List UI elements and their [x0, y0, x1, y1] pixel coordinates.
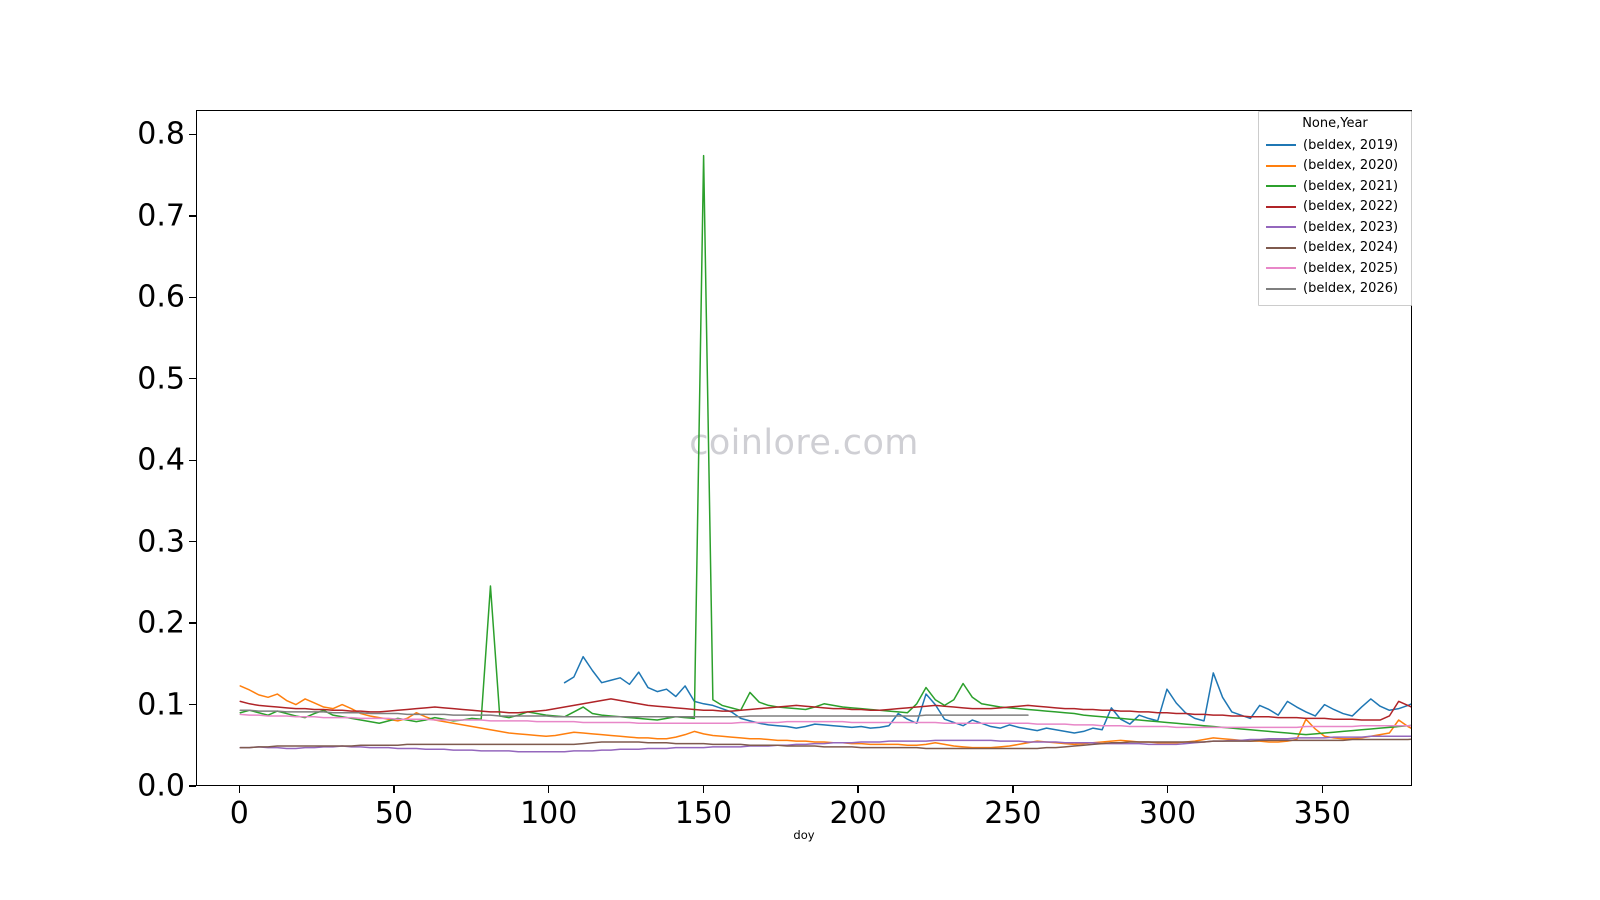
coinlore-watermark: coinlore.com: [689, 423, 919, 463]
x-tick-label: 200: [829, 796, 887, 831]
legend-entry[interactable]: (beldex, 2021): [1266, 176, 1404, 197]
x-tick-label: 300: [1138, 796, 1197, 831]
legend-label: (beldex, 2022): [1303, 199, 1399, 215]
legend-color-swatch: [1266, 267, 1296, 270]
legend-color-swatch: [1266, 185, 1296, 188]
series-line: [240, 735, 1411, 755]
y-tick-label: 0.0: [137, 768, 185, 804]
x-tick-mark: [548, 786, 550, 793]
y-tick-label: 0.1: [137, 687, 185, 723]
legend-label: (beldex, 2023): [1303, 219, 1399, 235]
x-tick-mark: [393, 786, 395, 793]
y-tick-label: 0.3: [137, 524, 185, 560]
legend-color-swatch: [1266, 164, 1296, 167]
x-tick-label: 350: [1293, 796, 1351, 831]
series-line: [240, 699, 1411, 748]
y-tick-mark: [189, 622, 196, 624]
y-tick-mark: [189, 703, 196, 706]
legend-label: (beldex, 2026): [1303, 281, 1399, 297]
x-tick-mark: [857, 786, 859, 793]
series-line: [240, 710, 1028, 717]
series-line: [240, 156, 1411, 735]
x-tick-mark: [1321, 786, 1323, 793]
legend-entry[interactable]: (beldex, 2019): [1266, 135, 1404, 156]
y-tick-label: 0.8: [137, 116, 185, 152]
legend-color-swatch: [1266, 287, 1296, 290]
legend-entry[interactable]: (beldex, 2025): [1266, 258, 1404, 279]
x-tick-label: 100: [520, 796, 578, 831]
plot-area: [196, 110, 1412, 786]
legend-entry[interactable]: (beldex, 2022): [1266, 196, 1404, 217]
x-tick-label: 150: [674, 796, 733, 831]
legend-label: (beldex, 2020): [1303, 158, 1399, 174]
legend-entry[interactable]: (beldex, 2024): [1266, 237, 1404, 258]
y-tick-label: 0.2: [137, 605, 185, 641]
x-tick-label: 50: [374, 796, 414, 831]
series-line: [240, 698, 1411, 727]
x-tick-label: 0: [229, 796, 249, 831]
legend-entry[interactable]: (beldex, 2023): [1266, 217, 1404, 238]
legend-entry[interactable]: (beldex, 2026): [1266, 278, 1404, 299]
legend-color-swatch: [1266, 226, 1296, 229]
y-tick-mark: [189, 540, 196, 543]
x-tick-mark: [1012, 786, 1014, 793]
y-tick-label: 0.7: [137, 198, 185, 234]
legend-label: (beldex, 2021): [1303, 178, 1399, 194]
x-tick-label: 250: [984, 796, 1042, 831]
legend-label: (beldex, 2025): [1303, 260, 1399, 276]
y-tick-mark: [189, 785, 196, 787]
y-tick-label: 0.4: [137, 442, 185, 478]
y-tick-mark: [189, 296, 196, 299]
y-tick-label: 0.6: [137, 279, 185, 315]
legend-color-swatch: [1266, 144, 1296, 147]
x-tick-mark: [1166, 786, 1169, 793]
series-line: [240, 715, 1411, 748]
legend: None,Year (beldex, 2019) (beldex, 2020) (b…: [1258, 111, 1412, 306]
series-line: [565, 647, 1411, 735]
y-tick-mark: [189, 459, 196, 461]
legend-entries: (beldex, 2019) (beldex, 2020) (beldex, 202…: [1266, 135, 1404, 299]
y-tick-mark: [189, 215, 196, 217]
x-tick-mark: [702, 786, 705, 793]
y-tick-mark: [189, 378, 196, 380]
legend-color-swatch: [1266, 246, 1296, 249]
chart-lines-svg: [197, 111, 1411, 785]
legend-color-swatch: [1266, 205, 1296, 208]
legend-title: None,Year: [1302, 116, 1368, 131]
legend-label: (beldex, 2019): [1303, 137, 1399, 153]
x-axis-label: doy: [793, 828, 815, 842]
y-tick-mark: [189, 133, 196, 136]
legend-entry[interactable]: (beldex, 2020): [1266, 155, 1404, 176]
y-tick-label: 0.5: [137, 361, 185, 397]
legend-label: (beldex, 2024): [1303, 240, 1399, 256]
x-tick-mark: [238, 786, 240, 793]
